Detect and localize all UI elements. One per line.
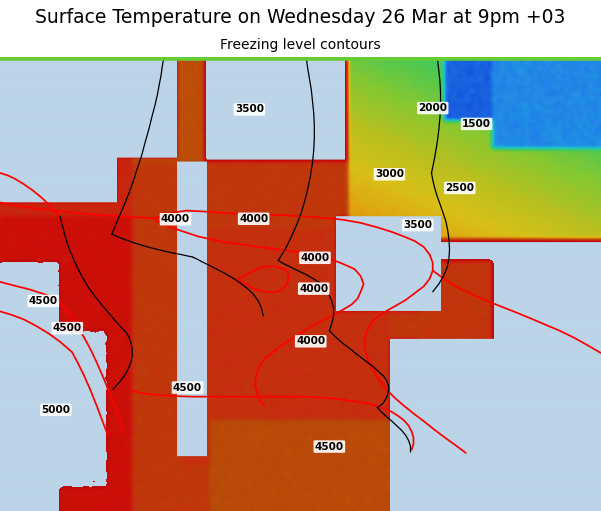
- Text: 4000: 4000: [296, 336, 325, 346]
- Text: 4000: 4000: [161, 214, 190, 224]
- Text: 3000: 3000: [375, 169, 404, 179]
- Text: Surface Temperature on Wednesday 26 Mar at 9pm +03: Surface Temperature on Wednesday 26 Mar …: [35, 8, 566, 27]
- Text: 2500: 2500: [445, 183, 474, 193]
- Text: 4500: 4500: [173, 383, 202, 392]
- Text: 4000: 4000: [239, 214, 268, 224]
- Text: 4500: 4500: [29, 296, 58, 306]
- Text: 3500: 3500: [403, 220, 432, 230]
- Text: 4000: 4000: [299, 284, 328, 294]
- Text: 5000: 5000: [41, 405, 70, 415]
- Text: 4500: 4500: [53, 323, 82, 333]
- Text: 4500: 4500: [315, 442, 344, 452]
- Text: Freezing level contours: Freezing level contours: [220, 38, 381, 52]
- Text: 3500: 3500: [235, 104, 264, 114]
- Text: 1500: 1500: [462, 119, 491, 129]
- Text: 4000: 4000: [300, 253, 329, 263]
- Text: 2000: 2000: [418, 103, 447, 113]
